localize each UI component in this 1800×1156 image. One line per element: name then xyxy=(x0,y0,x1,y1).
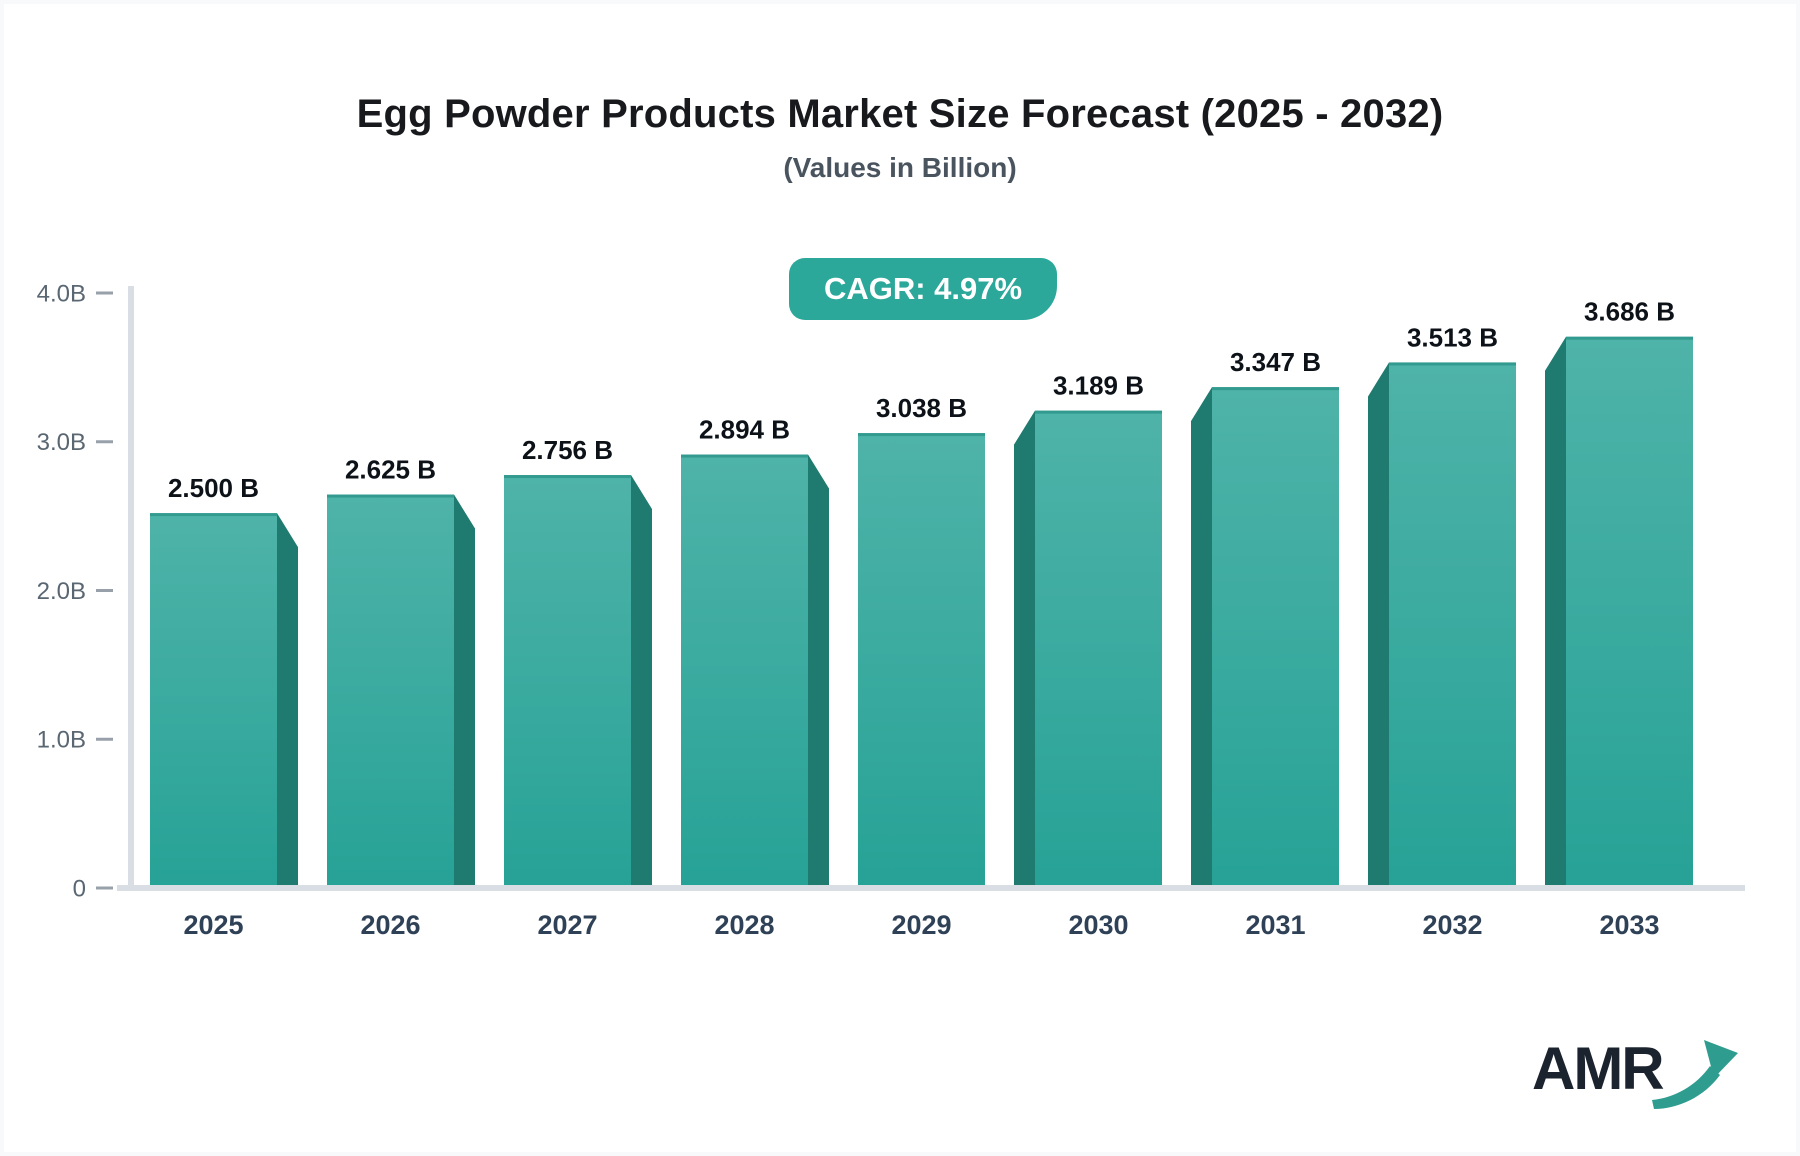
y-tick-label: 0 xyxy=(73,875,86,902)
bar-value-label: 3.038 B xyxy=(876,393,967,423)
bar-value-label: 2.625 B xyxy=(345,455,436,485)
x-tick-label: 2031 xyxy=(1245,910,1305,940)
x-tick-label: 2029 xyxy=(891,910,951,940)
bar[interactable] xyxy=(858,433,985,885)
y-axis-line xyxy=(128,286,134,891)
bar-side-panel xyxy=(277,513,298,885)
bar-top-edge xyxy=(1035,410,1162,414)
bar[interactable] xyxy=(150,513,277,885)
bar-side-panel xyxy=(1014,410,1035,885)
y-tick-label: 4.0B xyxy=(37,280,86,307)
bar-side-panel xyxy=(1368,362,1389,885)
bar[interactable] xyxy=(327,494,454,885)
axes: 0 1.0B 2.0B 3.0B 4.0B xyxy=(37,280,1745,902)
amr-logo-text: AMR xyxy=(1532,1035,1665,1102)
y-tick-label: 2.0B xyxy=(37,578,86,605)
labels: 2.500 B 2025 2.625 B 2026 2.756 B 2027 2.894 B… xyxy=(168,297,1675,940)
bar-side-panel xyxy=(808,454,829,885)
y-tick-mark xyxy=(96,291,113,295)
cagr-badge-label: CAGR: 4.97% xyxy=(823,271,1023,306)
bar[interactable] xyxy=(1035,410,1162,885)
x-tick-label: 2030 xyxy=(1068,910,1128,940)
bar[interactable] xyxy=(504,475,631,885)
bar-top-edge xyxy=(1212,387,1339,391)
x-tick-label: 2026 xyxy=(360,910,420,940)
page-title: Egg Powder Products Market Size Forecast… xyxy=(356,92,1444,136)
bar-top-edge xyxy=(1566,336,1693,340)
bar[interactable] xyxy=(1566,336,1693,885)
bar-side-panel xyxy=(1545,336,1566,885)
amr-logo: AMR xyxy=(1532,1030,1742,1120)
bar-side-panel xyxy=(631,475,652,885)
bar-side-panel xyxy=(1191,387,1212,885)
cagr-badge: CAGR: 4.97% xyxy=(789,258,1057,320)
y-tick-mark xyxy=(96,440,113,444)
x-tick-label: 2027 xyxy=(537,910,597,940)
bars xyxy=(150,336,1693,885)
bar-value-label: 3.513 B xyxy=(1407,322,1498,352)
bar-value-label: 2.756 B xyxy=(522,435,613,465)
y-tick-mark xyxy=(96,886,113,890)
x-tick-label: 2032 xyxy=(1422,910,1482,940)
bar-value-label: 2.894 B xyxy=(699,415,790,445)
y-tick-mark xyxy=(96,589,113,592)
bar[interactable] xyxy=(681,454,808,885)
y-tick-mark xyxy=(96,737,113,741)
bar-value-label: 3.189 B xyxy=(1053,371,1144,401)
x-tick-label: 2028 xyxy=(714,910,774,940)
bar[interactable] xyxy=(1389,362,1516,885)
bar-value-label: 2.500 B xyxy=(168,473,259,503)
bar-top-edge xyxy=(150,513,277,517)
bar-top-edge xyxy=(681,454,808,458)
growth-arrow-icon xyxy=(1652,1040,1738,1109)
y-tick-label: 1.0B xyxy=(37,727,86,754)
bar-top-edge xyxy=(504,475,631,479)
x-tick-label: 2025 xyxy=(183,910,243,940)
y-tick-label: 3.0B xyxy=(37,429,86,456)
bar-side-panel xyxy=(454,494,475,885)
bar-top-edge xyxy=(327,494,454,498)
x-axis-line xyxy=(117,885,1745,891)
x-tick-label: 2033 xyxy=(1599,910,1659,940)
bar[interactable] xyxy=(1212,387,1339,885)
bar-top-edge xyxy=(858,433,985,437)
bar-value-label: 3.347 B xyxy=(1230,347,1321,377)
bar-top-edge xyxy=(1389,362,1516,366)
bar-value-label: 3.686 B xyxy=(1584,297,1675,327)
page-subtitle: (Values in Billion) xyxy=(783,152,1017,183)
